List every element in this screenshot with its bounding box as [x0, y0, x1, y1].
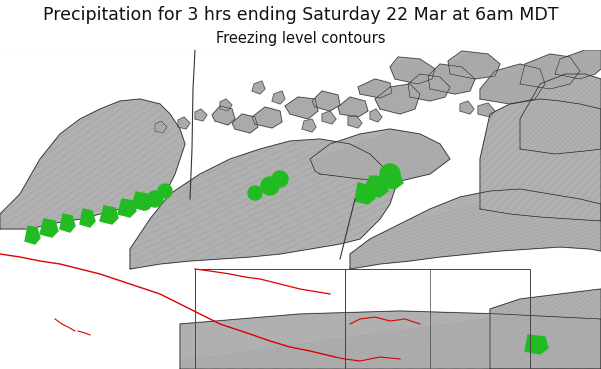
Circle shape	[158, 184, 172, 198]
Polygon shape	[428, 64, 475, 94]
Text: Precipitation for 3 hrs ending Saturday 22 Mar at 6am MDT: Precipitation for 3 hrs ending Saturday …	[43, 6, 558, 24]
Polygon shape	[180, 311, 601, 369]
Polygon shape	[252, 107, 282, 128]
Polygon shape	[390, 57, 435, 84]
Polygon shape	[80, 209, 95, 227]
Polygon shape	[365, 176, 388, 197]
Circle shape	[147, 191, 163, 207]
Circle shape	[139, 198, 151, 210]
Circle shape	[248, 186, 262, 200]
Polygon shape	[490, 289, 601, 369]
Polygon shape	[322, 111, 336, 124]
Polygon shape	[100, 206, 118, 224]
Polygon shape	[448, 51, 500, 79]
Polygon shape	[555, 50, 601, 79]
Polygon shape	[312, 91, 340, 111]
Polygon shape	[370, 109, 382, 122]
Circle shape	[367, 176, 383, 192]
Polygon shape	[408, 74, 450, 101]
Polygon shape	[525, 335, 548, 354]
Polygon shape	[25, 226, 40, 244]
Polygon shape	[480, 99, 601, 221]
Polygon shape	[380, 169, 403, 189]
Polygon shape	[178, 117, 190, 129]
Polygon shape	[350, 189, 601, 269]
Polygon shape	[375, 84, 420, 114]
Polygon shape	[60, 214, 75, 232]
Polygon shape	[132, 192, 150, 210]
Polygon shape	[338, 97, 368, 117]
Polygon shape	[520, 74, 601, 154]
Polygon shape	[220, 99, 232, 111]
Polygon shape	[358, 79, 392, 98]
Polygon shape	[252, 81, 265, 94]
Polygon shape	[355, 183, 375, 204]
Polygon shape	[118, 199, 136, 217]
Polygon shape	[232, 114, 258, 133]
Circle shape	[272, 171, 288, 187]
Polygon shape	[155, 121, 167, 133]
Polygon shape	[520, 54, 580, 89]
Polygon shape	[212, 106, 235, 125]
Polygon shape	[40, 219, 58, 237]
Polygon shape	[130, 139, 395, 269]
Text: Freezing level contours: Freezing level contours	[216, 31, 385, 46]
Circle shape	[261, 177, 279, 195]
Polygon shape	[460, 101, 474, 114]
Polygon shape	[272, 91, 285, 104]
Polygon shape	[285, 97, 318, 119]
Polygon shape	[348, 115, 362, 128]
Polygon shape	[310, 129, 450, 181]
Polygon shape	[195, 109, 207, 121]
Polygon shape	[302, 119, 316, 132]
Circle shape	[380, 164, 400, 184]
Polygon shape	[480, 64, 545, 104]
Polygon shape	[0, 99, 185, 229]
Polygon shape	[478, 103, 495, 117]
